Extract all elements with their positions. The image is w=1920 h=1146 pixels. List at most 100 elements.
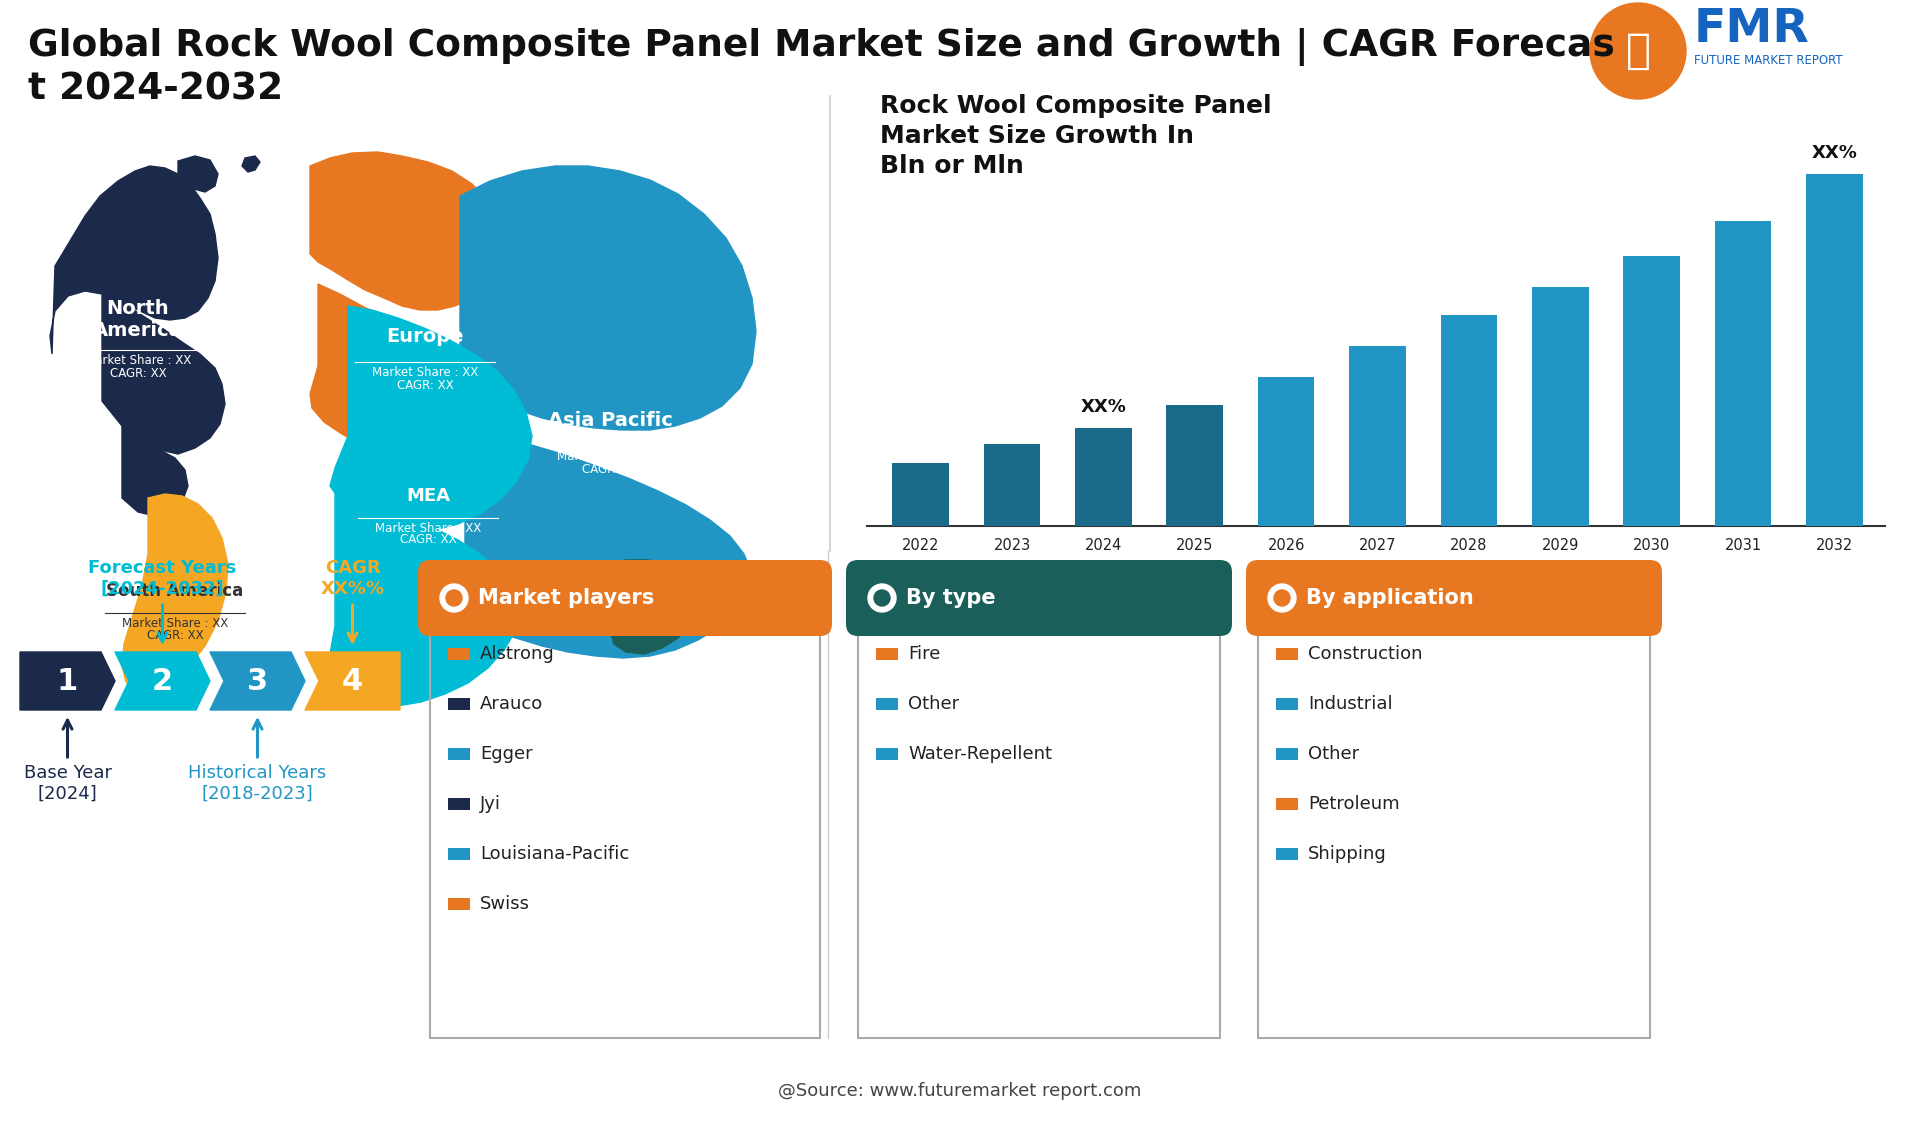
Polygon shape xyxy=(115,652,209,711)
Text: t 2024-2032: t 2024-2032 xyxy=(29,71,282,107)
Bar xyxy=(1277,848,1298,860)
Bar xyxy=(893,463,948,526)
Text: @Source: www.futuremarket report.com: @Source: www.futuremarket report.com xyxy=(778,1082,1142,1100)
Text: CAGR: XX: CAGR: XX xyxy=(146,629,204,642)
Bar xyxy=(447,848,470,860)
Text: Arauco: Arauco xyxy=(480,694,543,713)
Text: Other: Other xyxy=(1308,745,1359,763)
Text: Europe: Europe xyxy=(386,327,465,345)
Text: By application: By application xyxy=(1306,588,1475,609)
Text: FUTURE MARKET REPORT: FUTURE MARKET REPORT xyxy=(1693,55,1843,68)
Text: Construction: Construction xyxy=(1308,645,1423,664)
Text: Asia Pacific: Asia Pacific xyxy=(547,410,672,430)
Polygon shape xyxy=(242,156,259,172)
Text: 2032: 2032 xyxy=(1816,537,1853,554)
Text: 2027: 2027 xyxy=(1359,537,1396,554)
Text: Egger: Egger xyxy=(480,745,532,763)
Bar xyxy=(983,444,1041,526)
Bar xyxy=(1440,315,1498,526)
Text: 2022: 2022 xyxy=(902,537,939,554)
Text: Forecast Years
[2024-2032]: Forecast Years [2024-2032] xyxy=(88,559,236,598)
Polygon shape xyxy=(309,284,501,460)
Circle shape xyxy=(440,584,468,612)
FancyBboxPatch shape xyxy=(847,560,1233,636)
Bar xyxy=(876,698,899,711)
Circle shape xyxy=(1590,3,1686,99)
Text: CAGR: XX: CAGR: XX xyxy=(399,533,457,545)
Text: South America: South America xyxy=(106,582,244,601)
Text: Petroleum: Petroleum xyxy=(1308,795,1400,813)
Circle shape xyxy=(445,590,463,606)
FancyBboxPatch shape xyxy=(419,560,831,636)
Bar xyxy=(447,698,470,711)
Text: Historical Years
[2018-2023]: Historical Years [2018-2023] xyxy=(188,764,326,803)
Text: 1: 1 xyxy=(58,667,79,696)
Circle shape xyxy=(1275,590,1290,606)
Text: Market Share : XX: Market Share : XX xyxy=(372,366,478,379)
Polygon shape xyxy=(459,166,756,430)
Text: Base Year
[2024]: Base Year [2024] xyxy=(23,764,111,803)
Polygon shape xyxy=(123,494,228,691)
Text: 2025: 2025 xyxy=(1177,537,1213,554)
Text: Rock Wool Composite Panel: Rock Wool Composite Panel xyxy=(879,94,1271,118)
Text: 2: 2 xyxy=(152,667,173,696)
Text: Shipping: Shipping xyxy=(1308,845,1386,863)
Bar xyxy=(447,748,470,760)
Text: North
America: North America xyxy=(94,299,182,340)
Text: Louisiana-Pacific: Louisiana-Pacific xyxy=(480,845,630,863)
Polygon shape xyxy=(50,166,219,354)
Text: By type: By type xyxy=(906,588,996,609)
Polygon shape xyxy=(123,426,188,516)
FancyBboxPatch shape xyxy=(1246,560,1663,636)
Text: Global Rock Wool Composite Panel Market Size and Growth | CAGR Forecas: Global Rock Wool Composite Panel Market … xyxy=(29,28,1615,66)
Polygon shape xyxy=(179,156,219,193)
Text: 2023: 2023 xyxy=(993,537,1031,554)
Polygon shape xyxy=(102,295,225,454)
Polygon shape xyxy=(463,426,753,658)
Bar xyxy=(447,798,470,810)
Bar xyxy=(1277,748,1298,760)
Bar xyxy=(1532,288,1588,526)
Text: Bln or Mln: Bln or Mln xyxy=(879,154,1023,178)
Text: CAGR
XX%%: CAGR XX%% xyxy=(321,559,384,598)
Circle shape xyxy=(868,584,897,612)
Text: MEA: MEA xyxy=(405,487,449,505)
Text: Jyi: Jyi xyxy=(480,795,501,813)
Circle shape xyxy=(1267,584,1296,612)
Bar xyxy=(1167,405,1223,526)
Bar xyxy=(876,647,899,660)
Polygon shape xyxy=(309,152,501,311)
Text: Other: Other xyxy=(908,694,960,713)
Text: Fire: Fire xyxy=(908,645,941,664)
Text: Market players: Market players xyxy=(478,588,655,609)
Text: Market Share : XX: Market Share : XX xyxy=(374,521,482,535)
Text: 2030: 2030 xyxy=(1634,537,1670,554)
Text: CAGR: XX: CAGR: XX xyxy=(582,463,637,476)
Bar xyxy=(1807,174,1862,526)
Text: FMR: FMR xyxy=(1693,7,1811,52)
Circle shape xyxy=(874,590,891,606)
Text: 3: 3 xyxy=(248,667,269,696)
Text: Water-Repellent: Water-Repellent xyxy=(908,745,1052,763)
Polygon shape xyxy=(209,652,305,711)
Bar xyxy=(1277,698,1298,711)
Text: Market Size Growth In: Market Size Growth In xyxy=(879,124,1194,148)
Text: Alstrong: Alstrong xyxy=(480,645,555,664)
Bar xyxy=(1622,257,1680,526)
Bar xyxy=(1075,429,1131,526)
Text: Market Share : XX: Market Share : XX xyxy=(84,354,192,367)
Bar xyxy=(447,898,470,910)
Text: 2031: 2031 xyxy=(1724,537,1761,554)
Bar xyxy=(1277,798,1298,810)
Text: ⌖: ⌖ xyxy=(1626,30,1651,72)
Polygon shape xyxy=(19,652,115,711)
Text: Industrial: Industrial xyxy=(1308,694,1392,713)
Text: 4: 4 xyxy=(342,667,363,696)
Bar xyxy=(1258,377,1315,526)
Text: 2024: 2024 xyxy=(1085,537,1121,554)
Text: CAGR: XX: CAGR: XX xyxy=(397,379,453,392)
Text: Market Share : XX: Market Share : XX xyxy=(121,617,228,630)
Text: XX%: XX% xyxy=(1081,398,1127,416)
Text: 2029: 2029 xyxy=(1542,537,1578,554)
Text: Swiss: Swiss xyxy=(480,895,530,913)
